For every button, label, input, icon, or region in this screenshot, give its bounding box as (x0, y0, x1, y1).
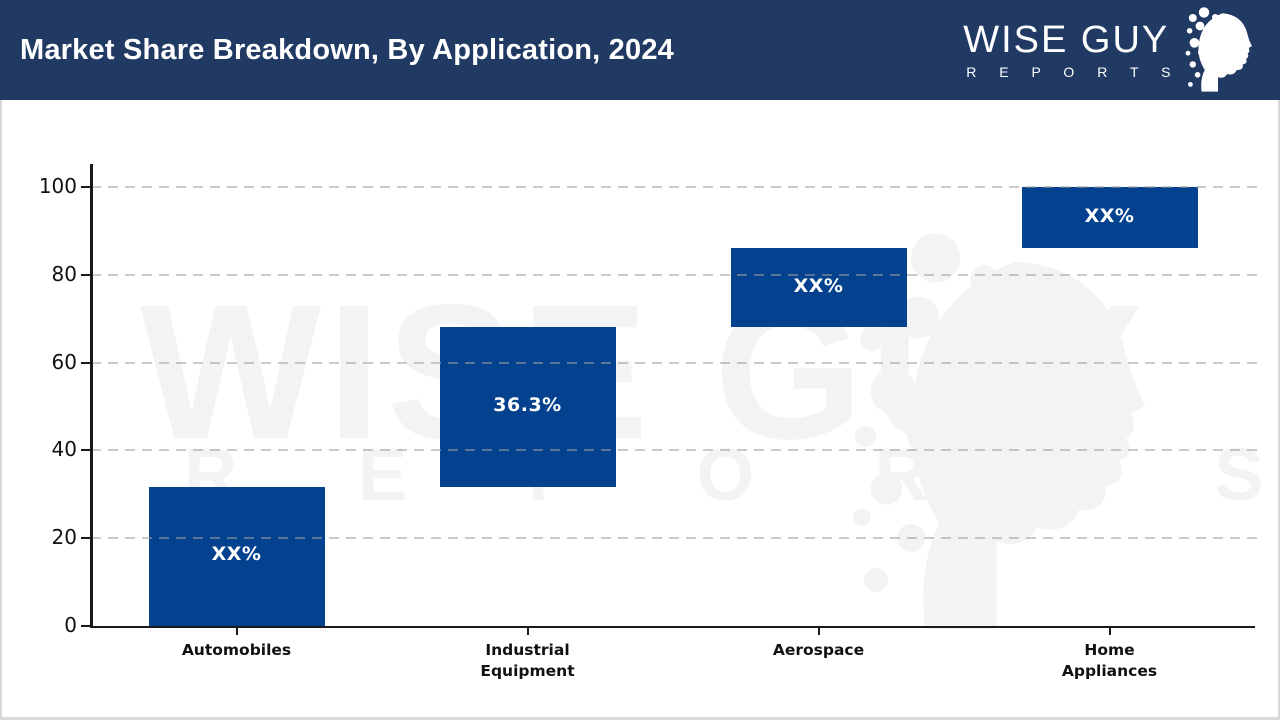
y-tick-20 (81, 537, 90, 540)
y-tick-label-100: 100 (38, 174, 77, 198)
y-tick-label-80: 80 (51, 261, 77, 286)
x-category-label: Automobiles (181, 641, 292, 659)
y-tick-40 (81, 449, 90, 452)
page-title: Market Share Breakdown, By Application, … (20, 33, 674, 66)
header-band: Market Share Breakdown, By Application, … (0, 0, 1280, 100)
gridline-100 (91, 186, 1259, 188)
y-tick-0 (81, 625, 90, 627)
y-tick-label-0: 0 (64, 613, 77, 637)
logo-subtitle: R E P O R T S (966, 64, 1180, 80)
y-tick-label-20: 20 (51, 525, 77, 550)
y-axis-line (90, 164, 93, 628)
logo-head-icon (1185, 7, 1252, 92)
wise-guy-logo: WISE GUY R E P O R T S (963, 6, 1266, 94)
y-tick-60 (81, 361, 90, 364)
chart-figure: WISE GUY R E P O R T S XX% 36.3% XX% XX% 0 20… (0, 100, 1280, 720)
bar-value-label: XX% (211, 543, 262, 566)
x-tick-1 (235, 628, 238, 635)
logo-wordmark: WISE GUY (963, 19, 1170, 61)
x-category-label: Industrial Equipment (480, 641, 575, 680)
y-tick-80 (81, 273, 90, 276)
y-tick-label-60: 60 (51, 349, 77, 374)
y-tick-label-40: 40 (51, 437, 77, 462)
logo-text: WISE GUY R E P O R T S (963, 21, 1180, 79)
x-tick-2 (526, 628, 529, 635)
x-tick-3 (817, 628, 820, 635)
y-tick-100 (81, 186, 90, 188)
watermark-head-icon (853, 233, 1146, 629)
